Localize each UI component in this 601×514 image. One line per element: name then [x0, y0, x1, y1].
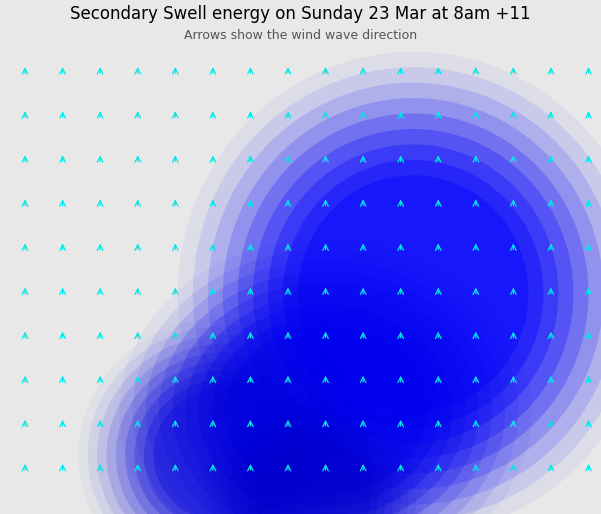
- Ellipse shape: [225, 326, 426, 495]
- Ellipse shape: [223, 98, 601, 489]
- Ellipse shape: [238, 114, 588, 473]
- Ellipse shape: [212, 316, 439, 507]
- Ellipse shape: [97, 335, 354, 514]
- Ellipse shape: [283, 160, 543, 427]
- Ellipse shape: [125, 361, 326, 514]
- Ellipse shape: [185, 293, 466, 514]
- Ellipse shape: [193, 67, 601, 514]
- Ellipse shape: [255, 449, 371, 514]
- Ellipse shape: [248, 442, 378, 514]
- Ellipse shape: [133, 249, 518, 514]
- Ellipse shape: [225, 422, 401, 514]
- Ellipse shape: [210, 409, 416, 514]
- Ellipse shape: [146, 261, 505, 514]
- Ellipse shape: [172, 283, 479, 514]
- Text: Arrows show the wind wave direction: Arrows show the wind wave direction: [184, 29, 417, 42]
- Ellipse shape: [298, 175, 528, 412]
- Ellipse shape: [88, 326, 363, 514]
- Ellipse shape: [268, 144, 558, 443]
- Ellipse shape: [208, 83, 601, 504]
- Ellipse shape: [218, 415, 408, 514]
- Ellipse shape: [233, 429, 393, 514]
- Ellipse shape: [240, 435, 386, 514]
- Ellipse shape: [135, 370, 316, 514]
- Ellipse shape: [253, 129, 573, 458]
- Ellipse shape: [106, 343, 344, 514]
- Ellipse shape: [198, 305, 453, 514]
- Ellipse shape: [153, 388, 297, 514]
- Ellipse shape: [144, 379, 307, 514]
- Ellipse shape: [116, 352, 335, 514]
- Text: Secondary Swell energy on Sunday 23 Mar at 8am +11: Secondary Swell energy on Sunday 23 Mar …: [70, 5, 531, 23]
- Ellipse shape: [159, 271, 492, 514]
